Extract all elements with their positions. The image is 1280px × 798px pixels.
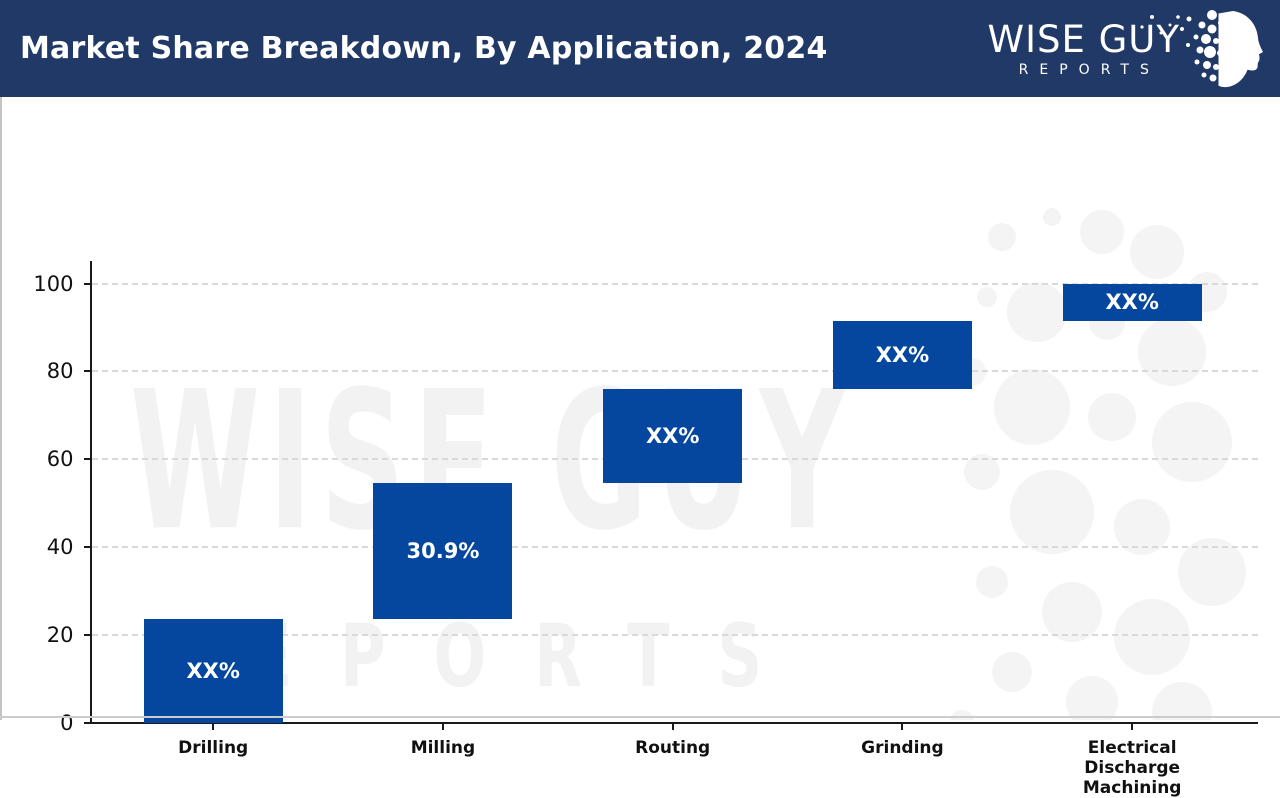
y-tick-label-0: 0 (60, 711, 74, 735)
y-tick-80 (83, 370, 90, 373)
y-tick-label-100: 100 (33, 271, 74, 296)
y-tick-60 (83, 458, 90, 461)
bar-drilling: XX% (143, 619, 283, 723)
y-tick-20 (83, 634, 90, 637)
y-tick-label-60: 60 (46, 447, 74, 472)
bar-label: XX% (645, 424, 700, 449)
y-tick-label-80: 80 (46, 359, 74, 384)
y-tick-100 (83, 282, 90, 285)
header: Market Share Breakdown, By Application, … (0, 0, 1280, 97)
y-tick-label-40: 40 (46, 535, 74, 560)
bar-label: XX% (875, 343, 930, 368)
x-tick-1 (441, 724, 444, 730)
gridline-20 (92, 634, 1258, 637)
wiseguy-logo: WISE GUY REPORTS (988, 5, 1266, 93)
waterfall-chart: 0 20 40 60 80 100 XX% Drilling 30.9% Milling XX% Ro… (2, 97, 1280, 798)
logo-wordmark: WISE GUY (987, 17, 1180, 61)
x-tick-label-2: Routing (635, 738, 711, 758)
x-tick-3 (901, 724, 904, 730)
bar-electrical-discharge-machining: XX% (1062, 283, 1202, 322)
bar-label: 30.9% (406, 539, 480, 564)
bar-routing: XX% (603, 389, 743, 484)
logo-subtitle: REPORTS (1018, 61, 1160, 78)
logo-text: WISE GUY REPORTS (987, 17, 1180, 78)
gridline-40 (92, 546, 1258, 549)
chart-area: WISE GUY REPORTS (0, 97, 1280, 798)
x-tick-label-0: Drilling (178, 738, 249, 758)
y-axis (89, 261, 92, 724)
y-tick-label-20: 20 (46, 623, 74, 648)
x-tick-label-3: Grinding (861, 738, 944, 758)
x-tick-label-4: Electrical Discharge Machining (1082, 738, 1182, 798)
gridline-80 (92, 370, 1258, 373)
bottom-divider (0, 716, 1280, 718)
bar-label: XX% (186, 659, 240, 684)
x-tick-4 (1131, 724, 1134, 730)
x-tick-0 (212, 724, 215, 730)
y-tick-40 (83, 546, 90, 549)
gridline-100 (92, 282, 1258, 285)
page-title: Market Share Breakdown, By Application, … (20, 31, 828, 66)
logo-head-icon (1140, 9, 1263, 87)
bar-label: XX% (1105, 290, 1159, 315)
bar-grinding: XX% (832, 321, 972, 390)
x-tick-2 (671, 724, 674, 730)
bar-milling: 30.9% (373, 483, 513, 620)
x-tick-label-1: Milling (410, 738, 476, 758)
